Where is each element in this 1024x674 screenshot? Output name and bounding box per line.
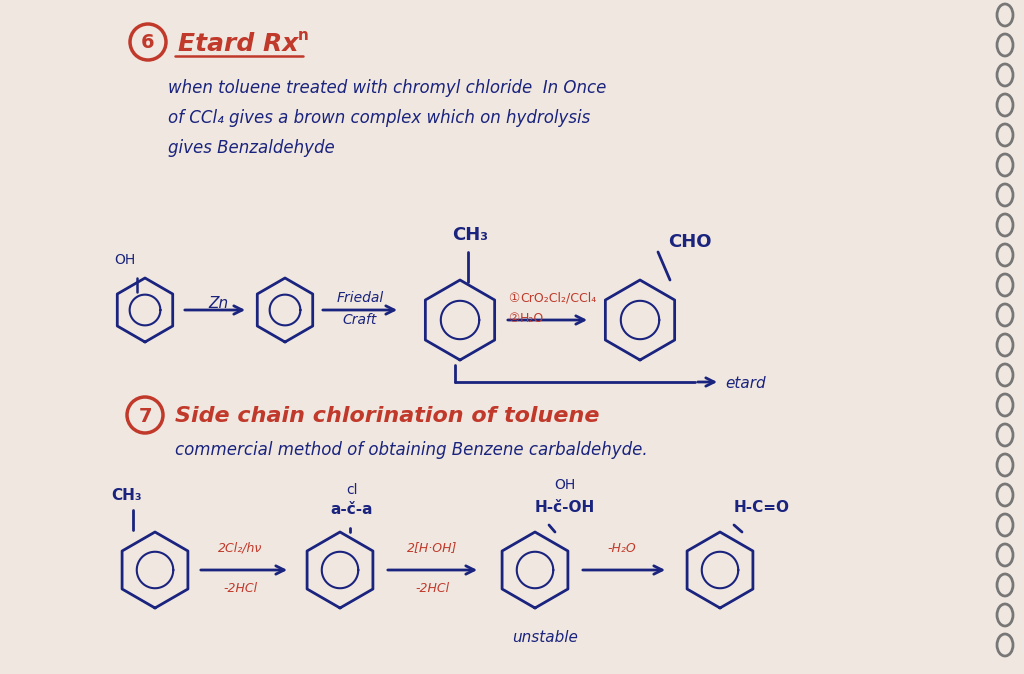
Text: ①: ①	[508, 291, 519, 305]
Text: H₂O: H₂O	[520, 311, 544, 324]
Text: n: n	[298, 28, 309, 44]
Text: Etard Rx: Etard Rx	[178, 32, 298, 56]
Text: OH: OH	[554, 478, 575, 492]
Text: commercial method of obtaining Benzene carbaldehyde.: commercial method of obtaining Benzene c…	[175, 441, 647, 459]
Text: CH₃: CH₃	[112, 487, 142, 503]
Text: ②: ②	[508, 311, 519, 324]
Text: CrO₂Cl₂/CCl₄: CrO₂Cl₂/CCl₄	[520, 291, 596, 305]
Text: H-č-OH: H-č-OH	[535, 499, 595, 514]
Text: 6: 6	[141, 34, 155, 53]
Text: CHO: CHO	[669, 233, 712, 251]
Text: -2HCl: -2HCl	[223, 582, 257, 594]
Text: of CCl₄ gives a brown complex which on hydrolysis: of CCl₄ gives a brown complex which on h…	[168, 109, 590, 127]
Text: 7: 7	[138, 406, 152, 425]
Text: OH: OH	[115, 253, 135, 267]
Text: 2[H·OH]: 2[H·OH]	[407, 541, 457, 555]
Text: etard: etard	[725, 377, 766, 392]
Text: -H₂O: -H₂O	[607, 541, 636, 555]
Text: -2HCl: -2HCl	[415, 582, 450, 594]
Text: CH₃: CH₃	[452, 226, 488, 244]
Text: when toluene treated with chromyl chloride  In Once: when toluene treated with chromyl chlori…	[168, 79, 606, 97]
Text: a-č-a: a-č-a	[331, 503, 374, 518]
Text: H-C=O: H-C=O	[734, 499, 790, 514]
Text: Side chain chlorination of toluene: Side chain chlorination of toluene	[175, 406, 599, 426]
Text: Craft: Craft	[343, 313, 377, 327]
Text: Zn: Zn	[208, 297, 228, 311]
Text: Friedal: Friedal	[336, 291, 384, 305]
Text: unstable: unstable	[512, 630, 578, 646]
Text: 2Cl₂/hν: 2Cl₂/hν	[218, 541, 262, 555]
Text: cl: cl	[346, 483, 357, 497]
Text: gives Benzaldehyde: gives Benzaldehyde	[168, 139, 335, 157]
